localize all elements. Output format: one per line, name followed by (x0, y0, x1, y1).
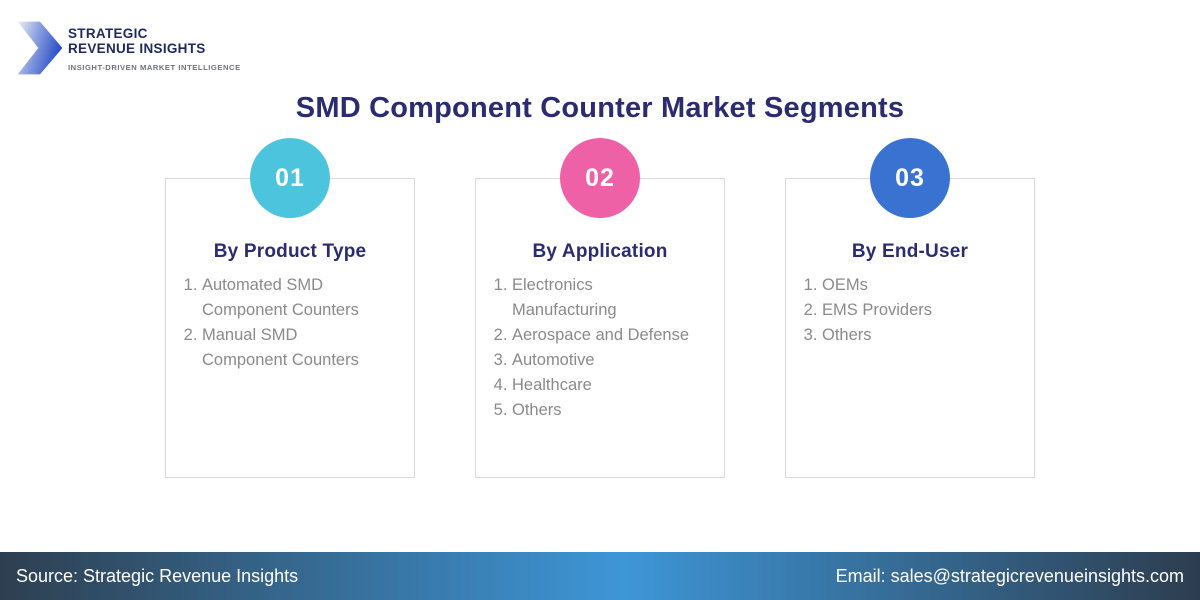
segment-card-product-type: 01 By Product Type Automated SMD Compone… (165, 138, 415, 478)
card-item: Others (822, 323, 1007, 348)
footer-email: Email: sales@strategicrevenueinsights.co… (835, 565, 1184, 586)
card-heading: By End-User (851, 241, 969, 262)
card-item: EMS Providers (822, 298, 1007, 323)
card-item: Electronics Manufacturing (512, 273, 697, 323)
page-title: SMD Component Counter Market Segments (295, 92, 905, 124)
segment-card-application: 02 By Application Electronics Manufactur… (475, 138, 725, 478)
card-number-badge: 02 (560, 138, 640, 218)
chevron-icon (17, 21, 63, 75)
brand-tagline: INSIGHT-DRIVEN MARKET INTELLIGENCE (68, 63, 241, 72)
brand-name-line1: STRATEGIC (68, 26, 148, 41)
segment-card-end-user: 03 By End-User OEMs EMS Providers Others (785, 138, 1035, 478)
card-item: OEMs (822, 273, 1007, 298)
card-item: Automotive (512, 348, 697, 373)
card-heading: By Product Type (213, 241, 367, 262)
card-heading: By Application (532, 241, 668, 262)
card-item: Healthcare (512, 373, 697, 398)
segment-cards-row: 01 By Product Type Automated SMD Compone… (0, 138, 1200, 478)
footer-bar: Source: Strategic Revenue Insights Email… (0, 552, 1200, 600)
card-number-badge: 03 (870, 138, 950, 218)
footer-source: Source: Strategic Revenue Insights (16, 565, 299, 586)
card-item: Automated SMD Component Counters (202, 273, 387, 323)
card-number-badge: 01 (250, 138, 330, 218)
card-item: Aerospace and Defense (512, 323, 697, 348)
card-item-list: OEMs EMS Providers Others (786, 273, 1007, 348)
brand-name-line2: REVENUE INSIGHTS (68, 41, 206, 56)
card-item: Others (512, 398, 697, 423)
card-item: Manual SMD Component Counters (202, 323, 387, 373)
card-item-list: Electronics Manufacturing Aerospace and … (476, 273, 697, 423)
card-item-list: Automated SMD Component Counters Manual … (166, 273, 387, 373)
brand-logo: STRATEGIC REVENUE INSIGHTS INSIGHT-DRIVE… (16, 14, 241, 80)
